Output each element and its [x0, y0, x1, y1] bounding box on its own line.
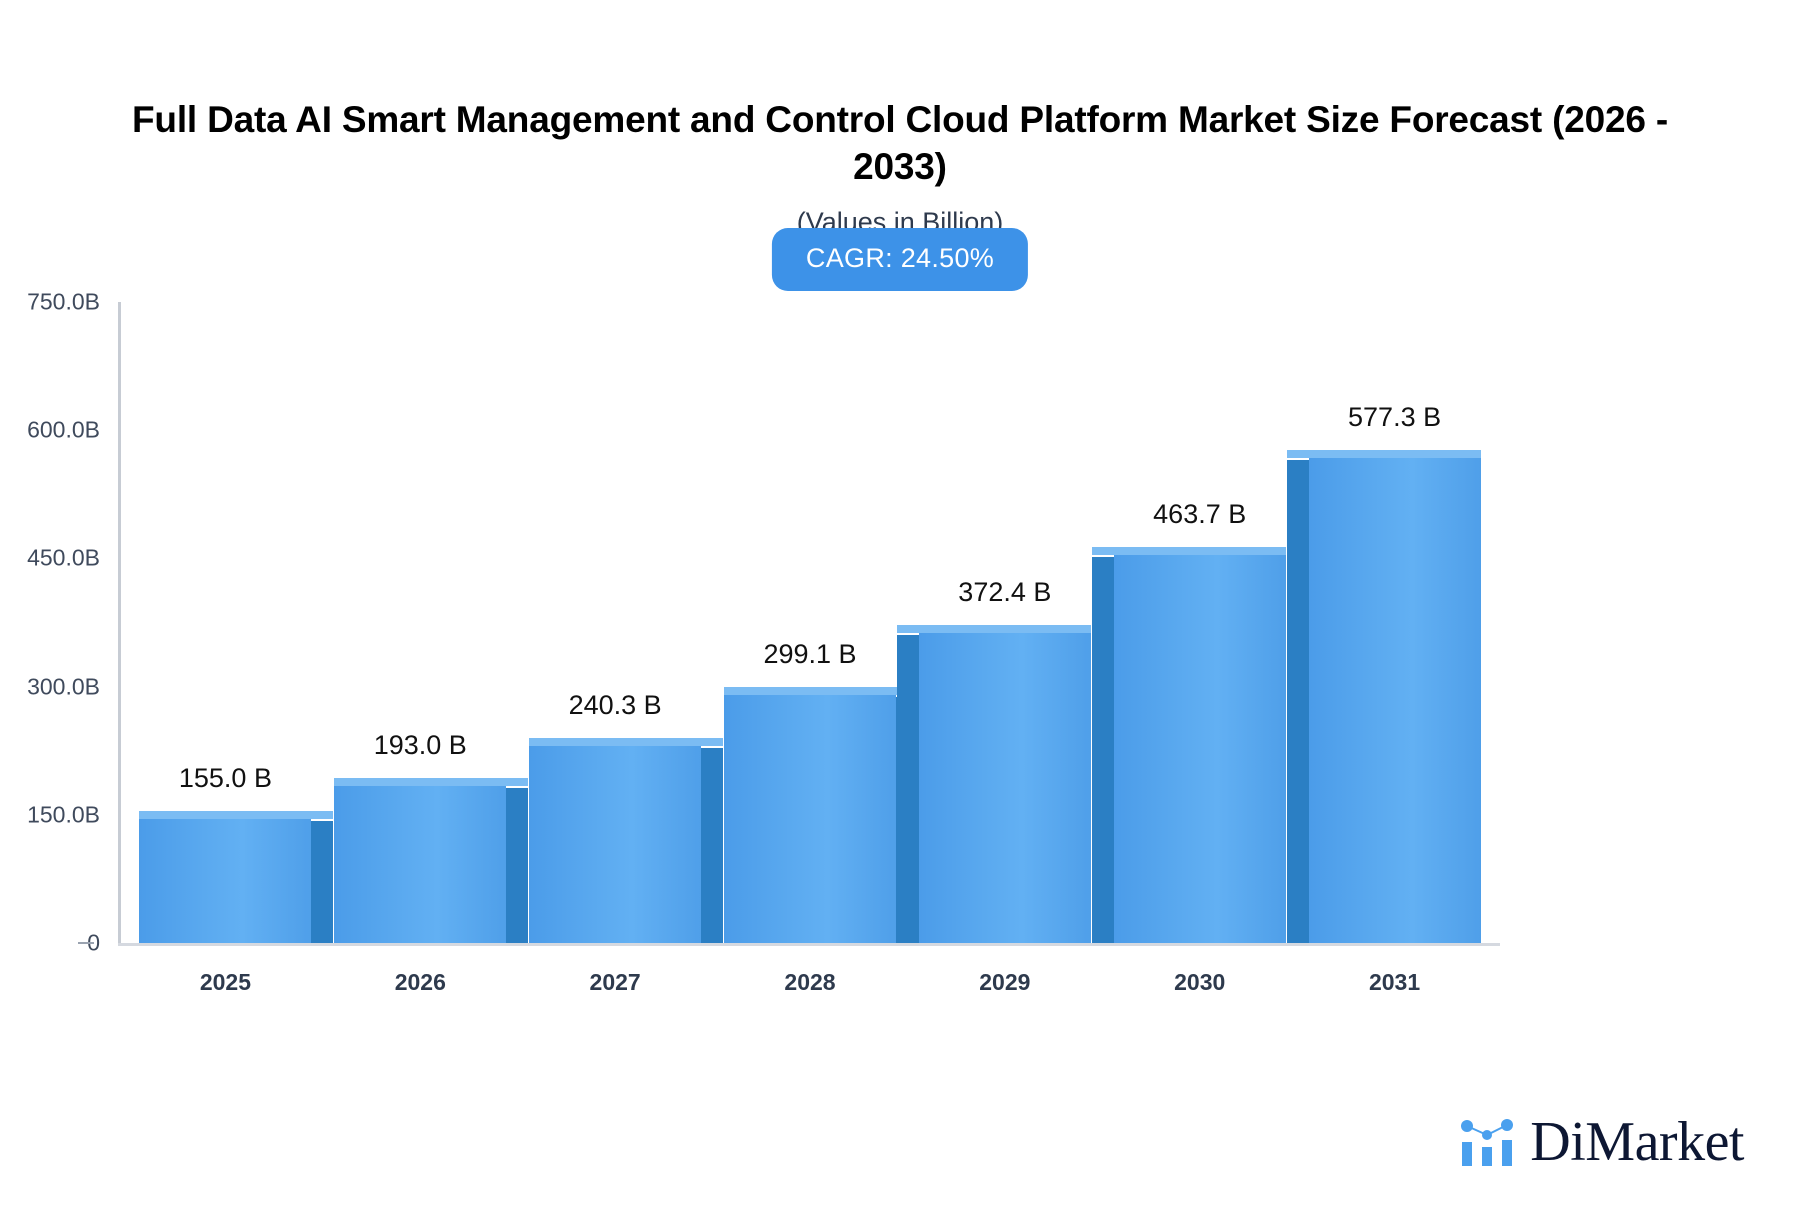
bar-side-face: [1091, 556, 1114, 943]
bar-top-face: [334, 778, 529, 787]
bar-chart-trend-icon: [1461, 1119, 1514, 1166]
bar-side-face: [311, 820, 334, 943]
bar-top-face: [896, 624, 1091, 633]
bar-value-label-2029: 372.4 B: [958, 576, 1052, 607]
y-axis-tick-label: 450.0B: [27, 544, 100, 571]
x-axis-tick-label-2025: 2025: [199, 969, 252, 995]
x-axis-tick-label-2026: 2026: [394, 969, 446, 995]
bar-2029[interactable]: [896, 624, 1091, 943]
bar-value-label-2026: 193.0 B: [373, 730, 467, 761]
bar-2025[interactable]: [139, 810, 334, 943]
bar-2028[interactable]: [724, 687, 918, 943]
bar-2030[interactable]: [1091, 546, 1286, 943]
y-axis-tick-label: 150.0B: [27, 801, 100, 828]
x-axis-line: [118, 943, 1500, 946]
y-axis-line: [118, 302, 121, 945]
bar-side-face: [896, 634, 919, 943]
bar-top-face: [1091, 546, 1286, 555]
x-axis-tick-label-2027: 2027: [589, 969, 641, 995]
bar-face: [1308, 449, 1481, 943]
bar-side-face: [701, 747, 724, 943]
bar-2031[interactable]: [1286, 449, 1481, 943]
bar-face: [918, 624, 1091, 943]
brand-name: DiMarket: [1530, 1111, 1744, 1173]
x-axis-tick-label-2031: 2031: [1368, 969, 1421, 995]
bar-value-label-2030: 463.7 B: [1153, 498, 1247, 529]
x-axis-tick-label-2029: 2029: [979, 969, 1031, 995]
y-axis-tick-label: 750.0B: [27, 288, 100, 315]
y-axis-tick-mark: [78, 942, 94, 944]
x-axis-tick-label-2028: 2028: [784, 969, 836, 995]
cagr-badge: CAGR: 24.50%: [771, 228, 1029, 291]
bar-face: [724, 687, 896, 943]
y-axis-tick-label: 600.0B: [27, 416, 100, 443]
y-axis-tick-label: 300.0B: [27, 673, 100, 700]
bar-value-label-2031: 577.3 B: [1348, 401, 1442, 432]
brand-logo: DiMarket: [1460, 1114, 1744, 1170]
bar-face: [334, 778, 507, 943]
bar-value-label-2025: 155.0 B: [178, 762, 272, 793]
page-title: Full Data AI Smart Management and Contro…: [132, 99, 1668, 188]
bar-top-face: [1286, 449, 1481, 458]
bar-side-face: [506, 788, 529, 943]
bar-top-face: [529, 737, 724, 746]
bar-face: [529, 737, 702, 943]
title-block: Full Data AI Smart Management and Contro…: [0, 96, 1800, 238]
bar-face: [1113, 546, 1286, 943]
bar-face: [139, 810, 312, 943]
bar-value-label-2028: 299.1 B: [763, 639, 857, 670]
bar-value-label-2027: 240.3 B: [568, 689, 662, 720]
x-axis-tick-label-2030: 2030: [1174, 969, 1226, 995]
bar-top-face: [139, 810, 334, 819]
bar-2026[interactable]: [334, 778, 529, 943]
bar-top-face: [724, 687, 918, 696]
bar-side-face: [1286, 459, 1309, 943]
bar-2027[interactable]: [529, 737, 724, 943]
